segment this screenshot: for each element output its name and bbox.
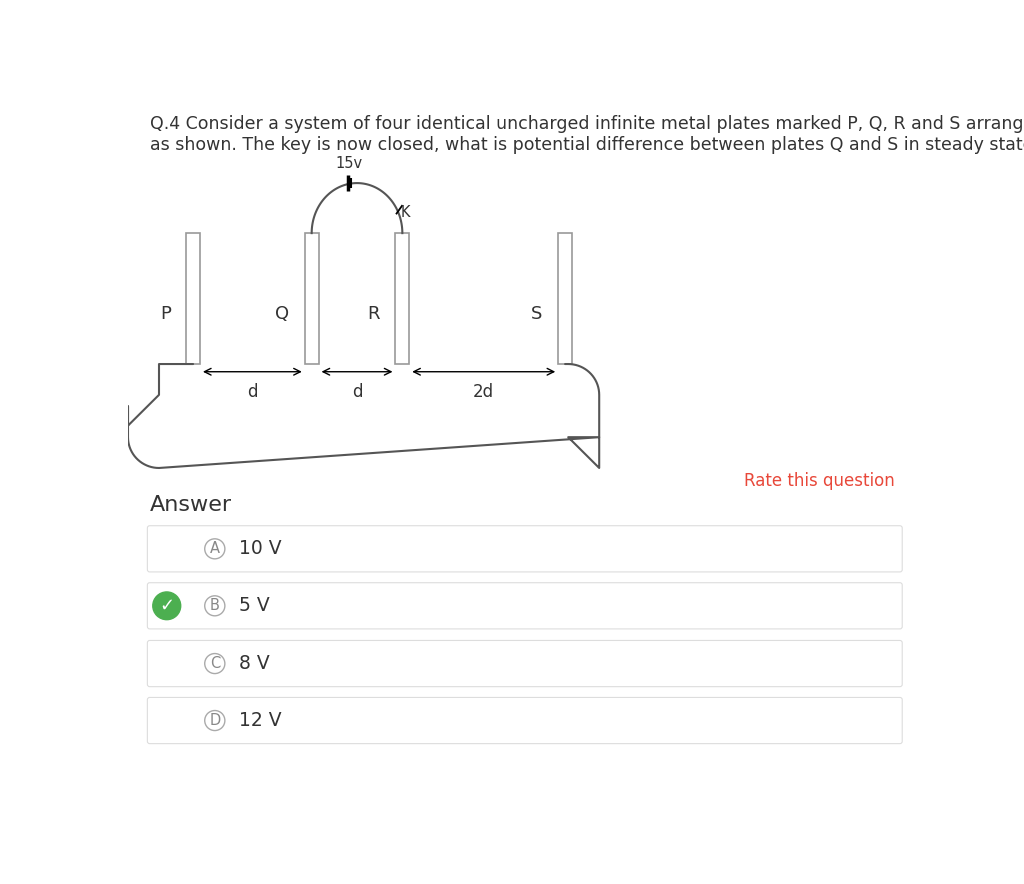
Text: D: D	[209, 713, 220, 728]
Text: 2d: 2d	[473, 384, 495, 401]
FancyBboxPatch shape	[305, 233, 318, 364]
FancyBboxPatch shape	[558, 233, 572, 364]
Circle shape	[205, 711, 225, 730]
Text: d: d	[352, 384, 362, 401]
Text: K: K	[401, 205, 411, 220]
FancyBboxPatch shape	[147, 641, 902, 687]
FancyBboxPatch shape	[147, 697, 902, 743]
Text: Q.4 Consider a system of four identical uncharged infinite metal plates marked P: Q.4 Consider a system of four identical …	[150, 115, 1024, 154]
Text: 12 V: 12 V	[239, 711, 282, 730]
Text: R: R	[368, 305, 380, 323]
Text: S: S	[531, 305, 543, 323]
Text: A: A	[210, 541, 220, 556]
Text: 15v: 15v	[336, 156, 362, 171]
Text: C: C	[210, 656, 220, 671]
Circle shape	[205, 539, 225, 559]
Text: P: P	[160, 305, 171, 323]
FancyBboxPatch shape	[147, 583, 902, 629]
Text: Rate this question: Rate this question	[744, 472, 895, 490]
Text: 5 V: 5 V	[239, 597, 269, 615]
Text: ✓: ✓	[159, 597, 174, 614]
Circle shape	[205, 653, 225, 674]
Text: B: B	[210, 598, 220, 613]
Circle shape	[205, 596, 225, 616]
Text: Answer: Answer	[150, 495, 231, 514]
Text: 10 V: 10 V	[239, 539, 282, 559]
Circle shape	[153, 592, 180, 620]
FancyBboxPatch shape	[147, 526, 902, 572]
FancyBboxPatch shape	[186, 233, 200, 364]
FancyBboxPatch shape	[395, 233, 410, 364]
Text: Q: Q	[275, 305, 289, 323]
Text: 8 V: 8 V	[239, 654, 269, 673]
Text: d: d	[247, 384, 258, 401]
